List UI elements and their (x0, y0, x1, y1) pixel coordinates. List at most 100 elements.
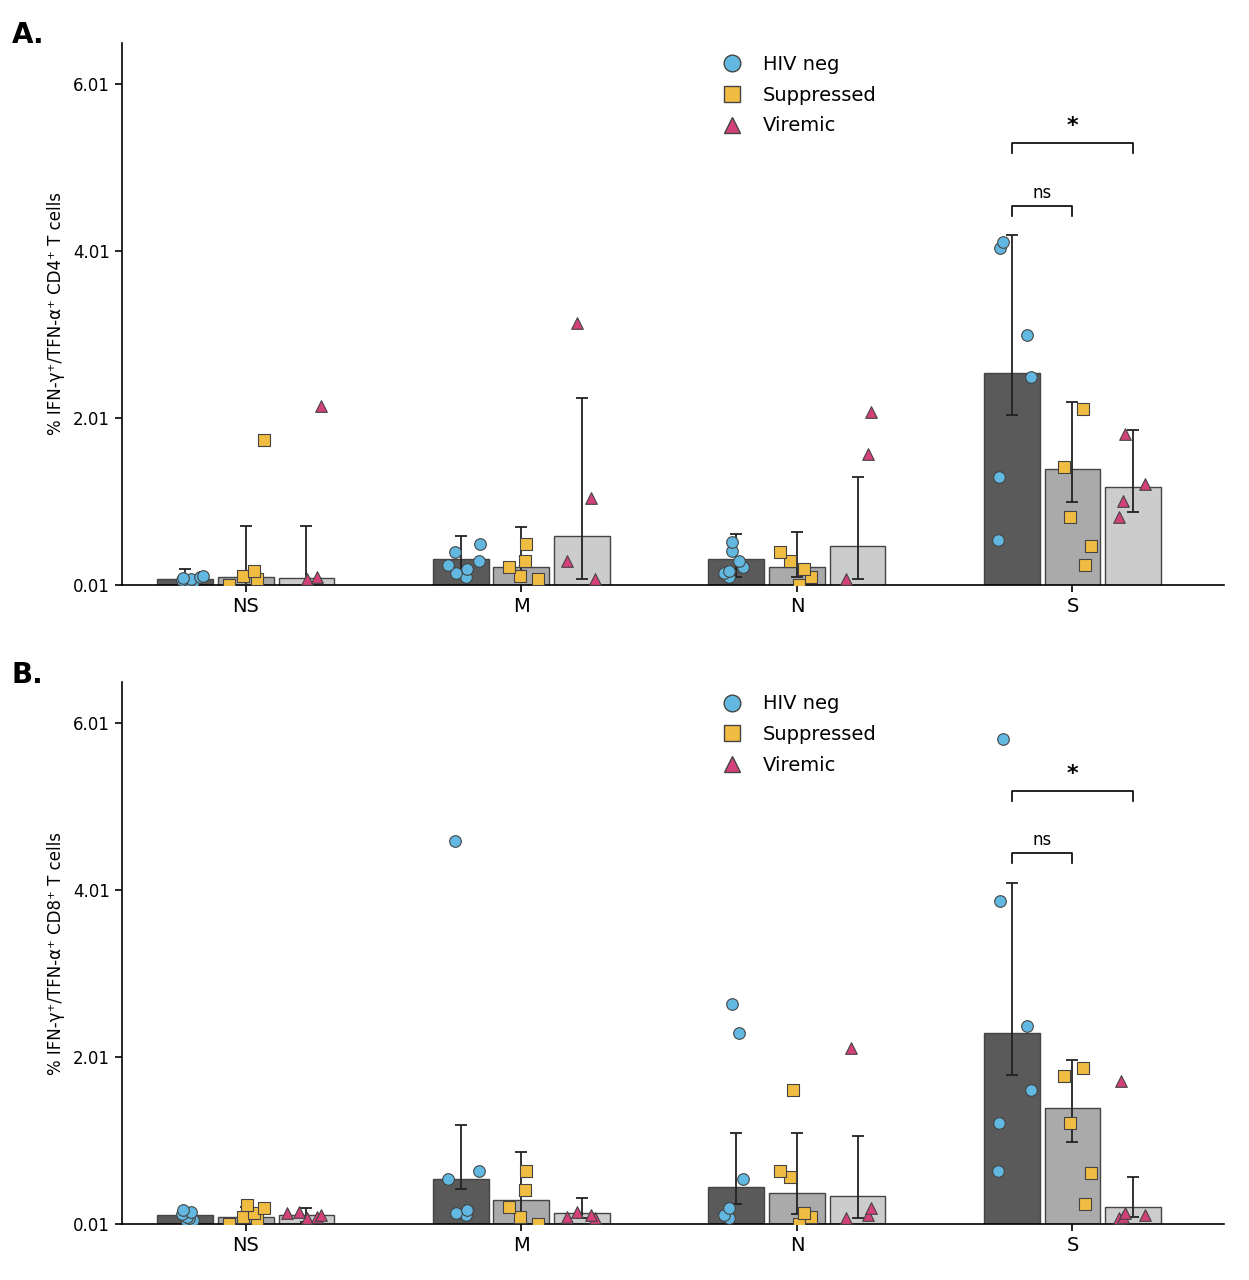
Point (557, 1207, 577, 1228)
Point (1060, 1112, 1080, 1133)
Point (528, 568, 548, 589)
Point (516, 1161, 536, 1181)
Point (179, 1208, 199, 1229)
Bar (493, 1199, 550, 1224)
Point (1060, 507, 1080, 527)
Bar (157, 579, 214, 585)
Legend: HIV neg, Suppressed, Viremic: HIV neg, Suppressed, Viremic (704, 47, 884, 143)
Point (468, 550, 488, 571)
Y-axis label: % IFN-γ⁺/TFN-α⁺ CD8⁺ T cells: % IFN-γ⁺/TFN-α⁺ CD8⁺ T cells (46, 832, 65, 1075)
Point (993, 728, 1013, 749)
Point (836, 1208, 856, 1229)
Point (769, 1161, 789, 1181)
Point (1018, 325, 1038, 346)
Point (528, 1213, 548, 1234)
Legend: HIV neg, Suppressed, Viremic: HIV neg, Suppressed, Viremic (704, 686, 884, 782)
Point (1109, 507, 1129, 527)
Point (446, 1202, 466, 1222)
Bar (829, 1196, 886, 1224)
Point (989, 891, 1009, 911)
Point (311, 396, 331, 416)
Point (781, 1166, 801, 1187)
Point (989, 467, 1009, 488)
Point (718, 1208, 738, 1229)
Point (729, 550, 749, 571)
Point (585, 568, 605, 589)
Point (172, 568, 192, 589)
Point (801, 1207, 821, 1228)
Point (733, 1169, 753, 1189)
Point (794, 1202, 814, 1222)
Bar (493, 567, 550, 585)
Point (220, 575, 240, 595)
Point (1020, 366, 1040, 387)
Point (788, 575, 808, 595)
Bar (1044, 468, 1100, 585)
Point (989, 237, 1009, 257)
Point (1073, 398, 1093, 419)
Bar (279, 1215, 335, 1224)
Bar (157, 1215, 214, 1224)
Point (1054, 1066, 1074, 1087)
Point (307, 566, 327, 586)
Point (172, 1204, 192, 1225)
Text: ns: ns (1033, 183, 1052, 201)
Point (582, 1204, 602, 1225)
Point (1109, 1208, 1129, 1229)
Point (1073, 1057, 1093, 1078)
Point (437, 1169, 457, 1189)
Point (515, 550, 535, 571)
Point (1054, 457, 1074, 477)
Point (220, 1213, 240, 1234)
Point (172, 1199, 192, 1220)
Bar (217, 577, 274, 585)
Point (177, 1207, 197, 1228)
Bar (984, 1033, 1039, 1224)
Point (719, 561, 739, 581)
Bar (984, 372, 1039, 585)
Point (722, 993, 742, 1014)
Point (255, 429, 275, 449)
Point (718, 567, 738, 588)
Point (190, 566, 210, 586)
Bar (433, 1179, 488, 1224)
Point (1018, 1016, 1038, 1037)
Bar (1105, 488, 1162, 585)
Text: A.: A. (11, 22, 44, 49)
Point (184, 1210, 204, 1230)
Point (515, 1180, 535, 1201)
Point (1113, 1207, 1133, 1228)
Point (179, 571, 199, 591)
Point (1020, 1079, 1040, 1100)
Point (289, 1202, 309, 1222)
Point (456, 567, 476, 588)
Point (456, 1204, 476, 1225)
Point (1115, 1202, 1135, 1222)
Bar (555, 1213, 610, 1224)
Bar (217, 1217, 274, 1224)
Point (457, 1199, 477, 1220)
Point (237, 1194, 257, 1215)
Point (500, 557, 520, 577)
Bar (433, 559, 488, 585)
Point (181, 568, 201, 589)
Point (177, 1211, 197, 1231)
Point (297, 1208, 317, 1229)
Point (1110, 1071, 1130, 1092)
Bar (555, 535, 610, 585)
Text: *: * (1067, 764, 1078, 785)
Point (858, 1204, 878, 1225)
Point (246, 568, 266, 589)
Text: *: * (1067, 116, 1078, 137)
Y-axis label: % IFN-γ⁺/TFN-α⁺ CD4⁺ T cells: % IFN-γ⁺/TFN-α⁺ CD4⁺ T cells (46, 192, 65, 435)
Point (500, 1197, 520, 1217)
Point (719, 1198, 739, 1219)
Point (1135, 474, 1155, 494)
Point (858, 444, 878, 465)
Point (246, 1208, 266, 1229)
Point (988, 530, 1008, 550)
Point (841, 1038, 861, 1059)
Text: B.: B. (11, 660, 44, 689)
Point (446, 563, 466, 584)
Point (862, 1198, 882, 1219)
